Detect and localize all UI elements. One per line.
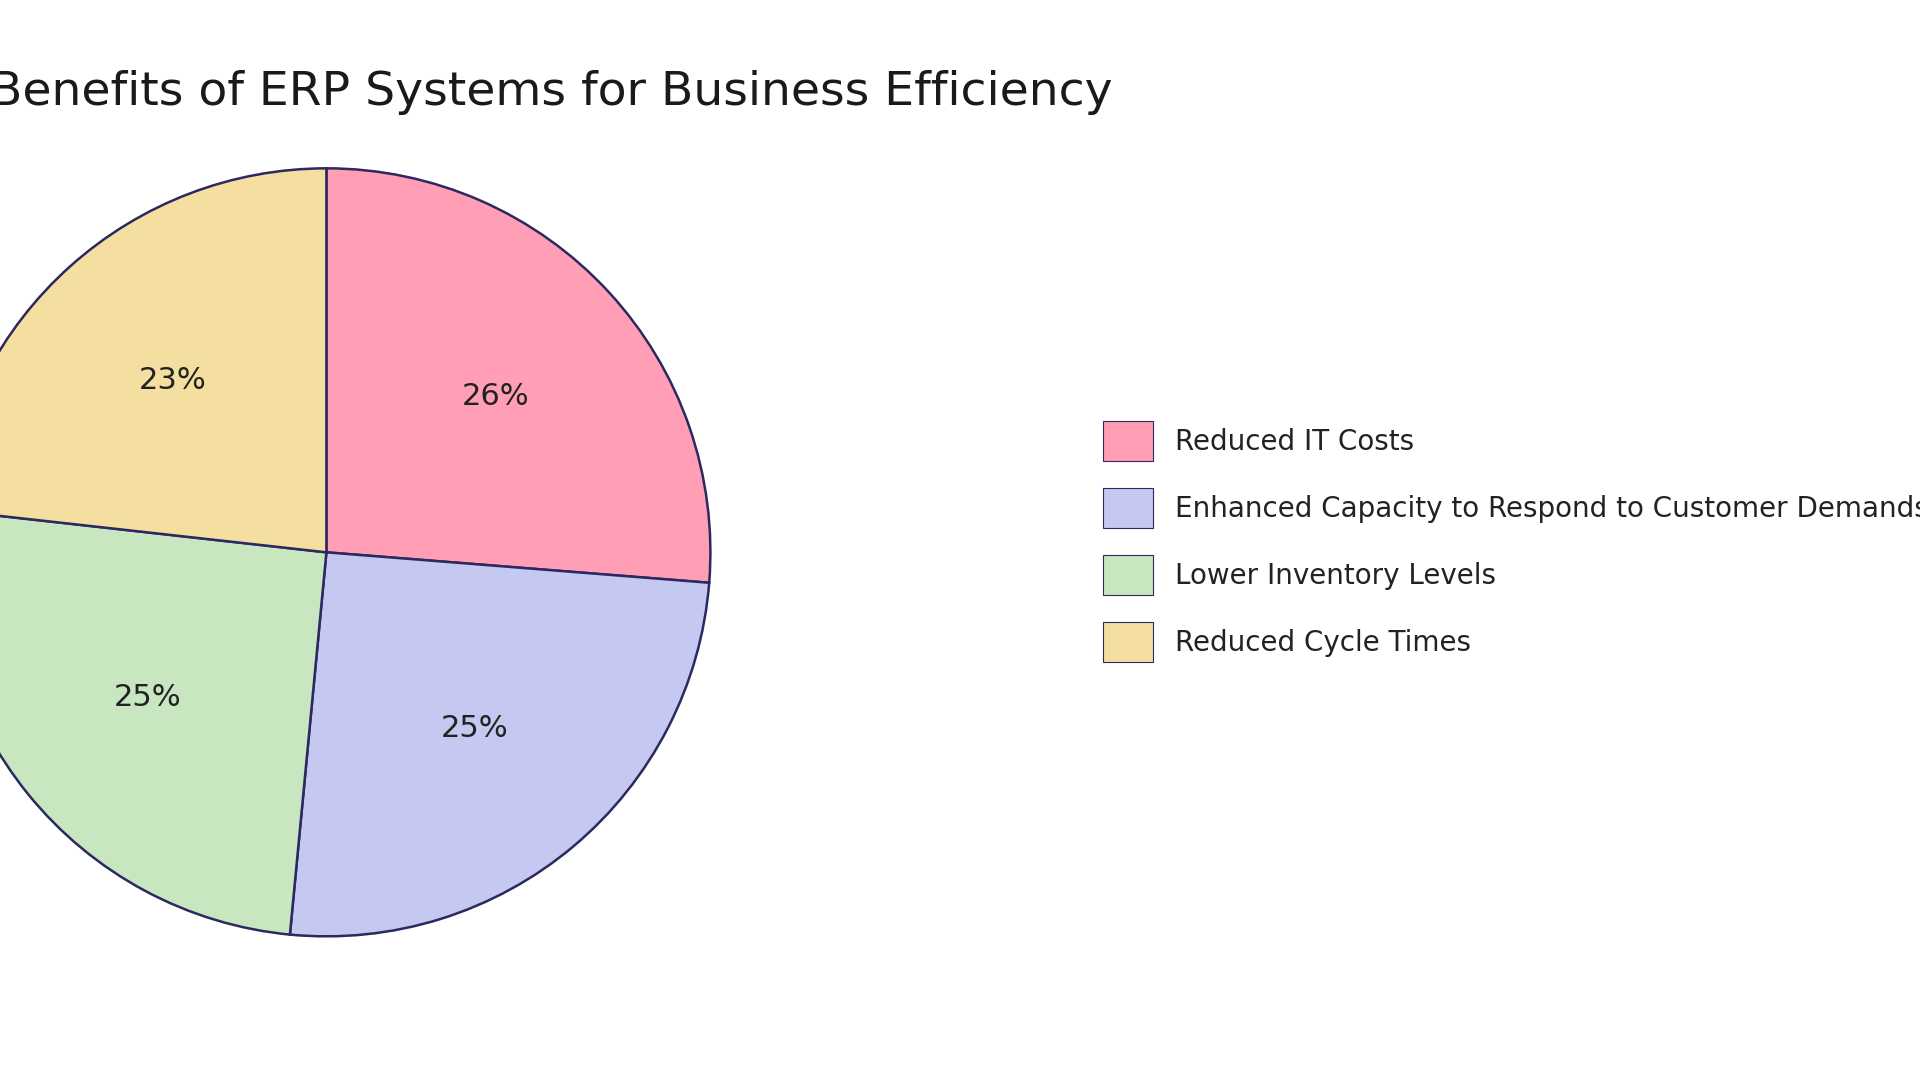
Text: Benefits of ERP Systems for Business Efficiency: Benefits of ERP Systems for Business Eff… <box>0 70 1114 116</box>
Legend: Reduced IT Costs, Enhanced Capacity to Respond to Customer Demands, Lower Invent: Reduced IT Costs, Enhanced Capacity to R… <box>1089 407 1920 676</box>
Text: 23%: 23% <box>138 366 207 395</box>
Text: 25%: 25% <box>113 683 180 713</box>
Wedge shape <box>290 552 708 937</box>
Wedge shape <box>326 168 710 583</box>
Text: 25%: 25% <box>442 715 509 743</box>
Text: 26%: 26% <box>463 381 530 410</box>
Wedge shape <box>0 510 326 935</box>
Wedge shape <box>0 168 326 552</box>
